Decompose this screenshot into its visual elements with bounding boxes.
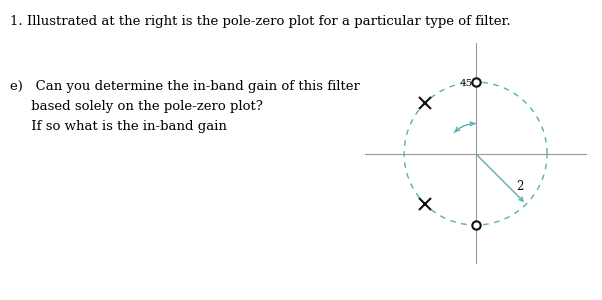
Text: 45°: 45° [460, 79, 479, 88]
Text: e)   Can you determine the in-band gain of this filter: e) Can you determine the in-band gain of… [10, 80, 360, 93]
Text: 1. Illustrated at the right is the pole-zero plot for a particular type of filte: 1. Illustrated at the right is the pole-… [10, 15, 510, 28]
Text: If so what is the in-band gain: If so what is the in-band gain [10, 120, 227, 133]
Text: 2: 2 [517, 180, 524, 193]
Text: based solely on the pole-zero plot?: based solely on the pole-zero plot? [10, 100, 263, 113]
